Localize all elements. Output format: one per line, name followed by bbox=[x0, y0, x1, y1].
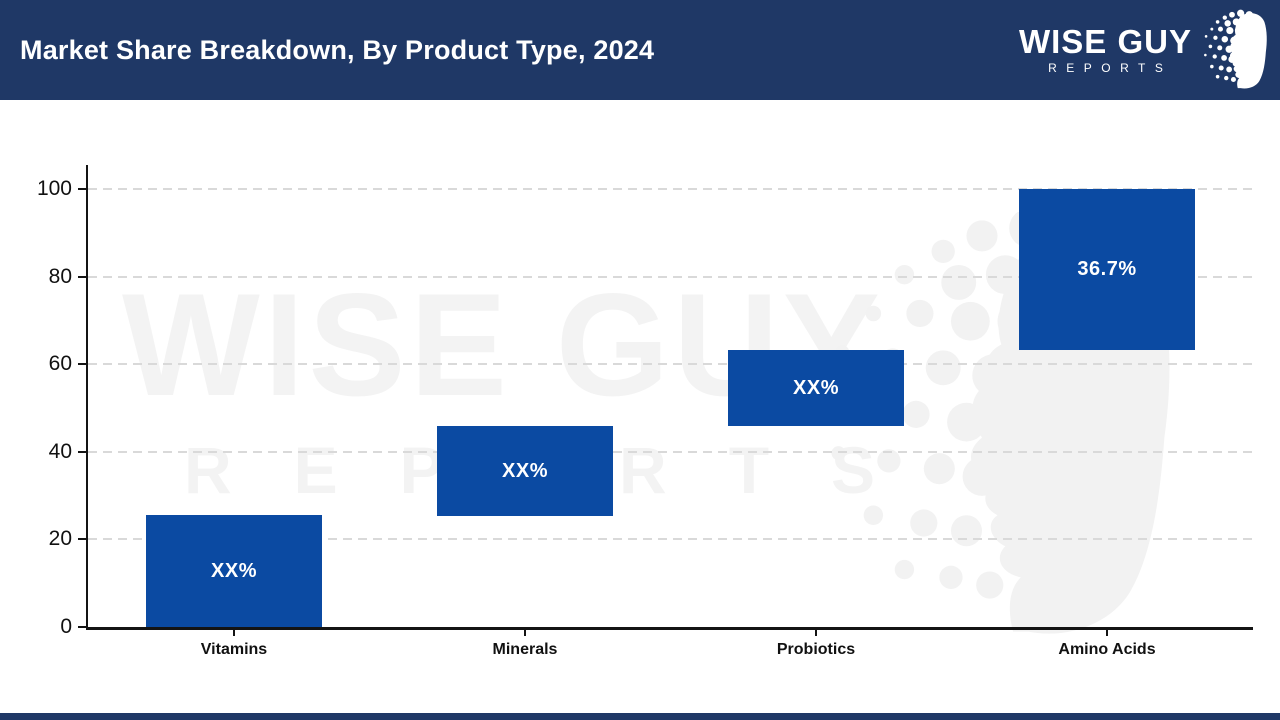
x-category-label: Minerals bbox=[492, 641, 558, 658]
x-category-label: Probiotics bbox=[776, 641, 856, 658]
y-axis-spine bbox=[86, 165, 88, 630]
wise-guy-reports-logo: WISE GUY REPORTS bbox=[1019, 7, 1268, 93]
grid-line bbox=[88, 275, 1253, 278]
x-axis-spine bbox=[86, 627, 1253, 630]
y-tick bbox=[78, 626, 87, 628]
bar: XX% bbox=[146, 515, 322, 627]
grid-line bbox=[88, 188, 1253, 190]
bar-value-label: 36.7% bbox=[1077, 258, 1137, 280]
bar: XX% bbox=[728, 350, 904, 426]
grid-line bbox=[88, 450, 1253, 453]
y-tick-label: 80 bbox=[48, 264, 72, 288]
y-tick bbox=[78, 363, 87, 366]
logo-wordmark: WISE GUY bbox=[1018, 23, 1192, 60]
y-tick-label: 100 bbox=[36, 177, 72, 200]
bar: 36.7% bbox=[1019, 189, 1195, 350]
logo-subtitle: REPORTS bbox=[1048, 61, 1173, 75]
bar-value-label: XX% bbox=[793, 376, 839, 399]
y-tick bbox=[78, 450, 87, 453]
bar-value-label: XX% bbox=[211, 559, 257, 582]
y-tick bbox=[78, 188, 87, 190]
y-tick-label: 0 bbox=[60, 615, 72, 638]
y-tick-label: 20 bbox=[48, 527, 72, 551]
grid-line bbox=[88, 363, 1253, 366]
x-tick bbox=[815, 627, 817, 636]
x-tick bbox=[233, 627, 235, 636]
chart-title: Market Share Breakdown, By Product Type,… bbox=[20, 34, 655, 65]
y-tick bbox=[78, 538, 87, 541]
header-bar: Market Share Breakdown, By Product Type,… bbox=[0, 0, 1280, 100]
y-tick bbox=[78, 275, 87, 278]
footer-bar bbox=[0, 713, 1280, 720]
x-category-label: Vitamins bbox=[200, 641, 268, 658]
bar-value-label: XX% bbox=[502, 459, 548, 482]
grid-line bbox=[88, 538, 1253, 541]
x-tick bbox=[524, 627, 526, 636]
y-tick-label: 40 bbox=[48, 439, 72, 463]
bar: XX% bbox=[437, 426, 613, 516]
y-tick-label: 60 bbox=[48, 352, 72, 376]
x-category-label: Amino Acids bbox=[1058, 641, 1156, 658]
